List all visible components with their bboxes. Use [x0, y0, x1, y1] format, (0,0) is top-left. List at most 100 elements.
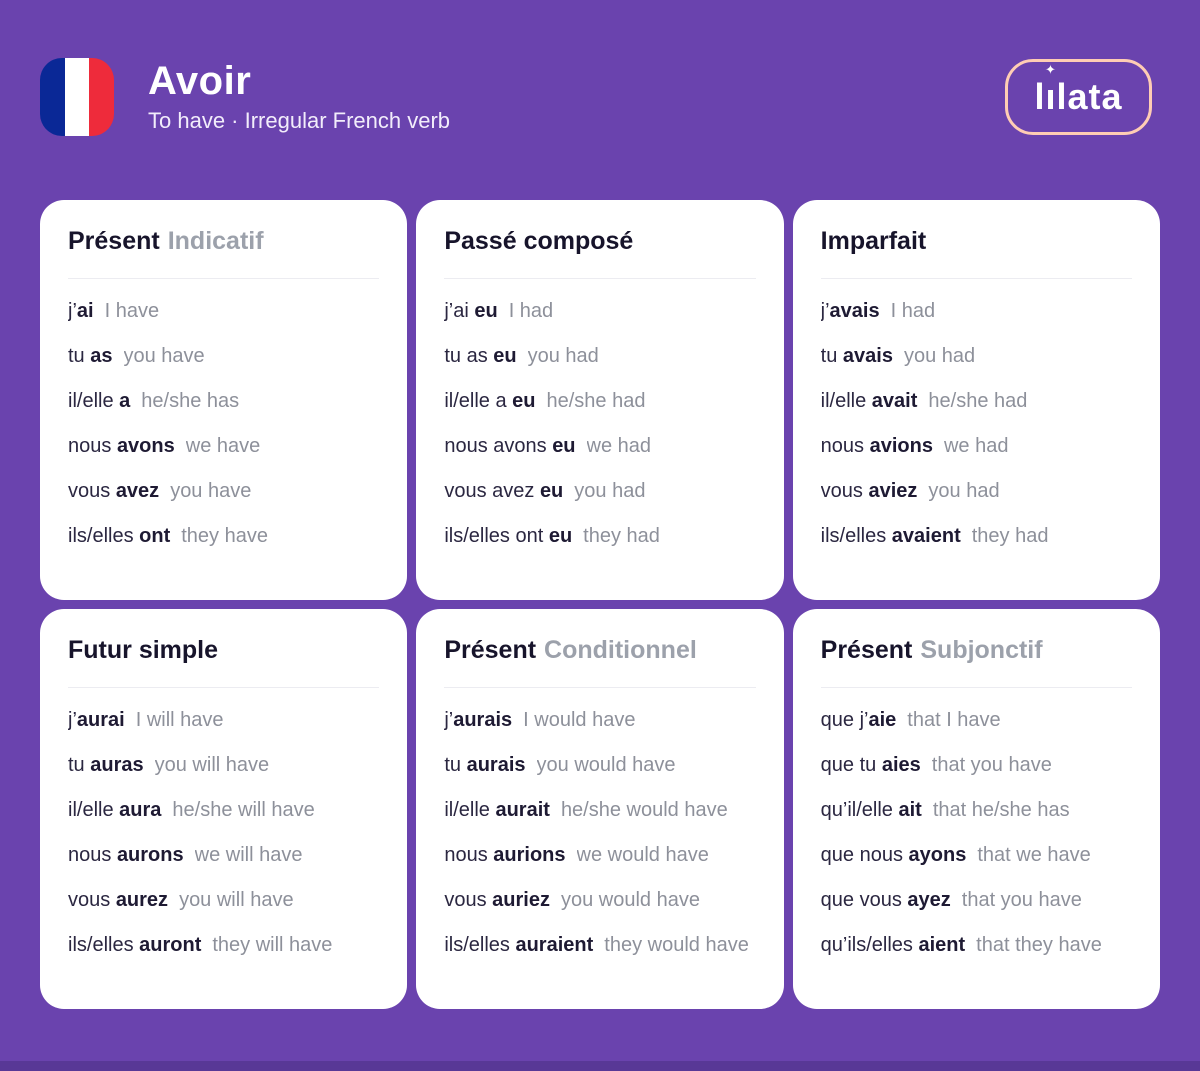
english-translation: I had	[890, 301, 936, 322]
verb-form: avaient	[891, 526, 961, 547]
french-form: ils/elles auraient	[444, 935, 593, 956]
card-divider	[68, 687, 380, 688]
sparkle-icon: ✦	[1045, 63, 1057, 78]
pronoun: j’	[444, 710, 454, 731]
conjugation-row: nous aurons we will have	[68, 845, 379, 866]
verb-form: as	[90, 346, 113, 367]
conjugation-row: nous avons we have	[68, 436, 379, 457]
english-translation: that I have	[907, 710, 1001, 731]
english-translation: you will have	[154, 755, 270, 776]
english-translation: we had	[943, 436, 1009, 457]
english-translation: you had	[903, 346, 976, 367]
verb-form: aurions	[493, 845, 566, 866]
verb-form: aies	[881, 755, 921, 776]
pronoun: tu	[820, 346, 843, 367]
tense-name: Présent	[820, 636, 913, 664]
pronoun: nous	[68, 845, 117, 866]
verb-form: aurais	[466, 755, 526, 776]
english-translation: that they have	[976, 935, 1102, 956]
conjugation-rows: j’aurai I will have tu auras you will have i…	[68, 710, 379, 956]
conjugation-card: Passé composé j’ai eu I had tu as eu you had…	[416, 200, 784, 600]
conjugation-row: nous aurions we would have	[444, 845, 755, 866]
french-form: il/elle a	[68, 391, 130, 412]
conjugation-row: ils/elles avaient they had	[821, 526, 1132, 547]
card-title: Présent Subjonctif	[821, 635, 1132, 666]
conjugation-row: que vous ayez that you have	[821, 890, 1132, 911]
english-translation: they have	[181, 526, 268, 547]
pronoun: ils/elles	[444, 935, 516, 956]
verb-title: Avoir	[148, 59, 252, 103]
pronoun: il/elle	[820, 391, 872, 412]
conjugation-row: qu’il/elle ait that he/she has	[821, 800, 1132, 821]
english-translation: I had	[508, 301, 554, 322]
french-form: tu as	[68, 346, 113, 367]
card-title: Présent Conditionnel	[444, 635, 755, 666]
english-translation: you had	[527, 346, 599, 367]
english-translation: that you have	[961, 890, 1082, 911]
verb-form: avait	[871, 391, 918, 412]
verb-form: avons	[116, 436, 175, 457]
french-form: qu’ils/elles aient	[821, 935, 966, 956]
conjugation-row: j’ai eu I had	[444, 301, 755, 322]
verb-form: aient	[918, 935, 966, 956]
french-form: j’ai eu	[444, 301, 497, 322]
pronoun: j’	[68, 301, 77, 322]
verb-form: eu	[493, 346, 517, 367]
pronoun: qu’il/elle	[820, 800, 899, 821]
conjugation-row: vous auriez you would have	[444, 890, 755, 911]
english-translation: I would have	[523, 710, 636, 731]
french-form: vous auriez	[444, 890, 550, 911]
conjugation-row: j’avais I had	[821, 301, 1132, 322]
english-translation: we have	[185, 436, 261, 457]
verb-form: auraient	[515, 935, 594, 956]
french-form: il/elle a eu	[444, 391, 535, 412]
french-form: il/elle aurait	[444, 800, 550, 821]
verb-form: aurons	[116, 845, 184, 866]
english-translation: you had	[574, 481, 646, 502]
french-form: que tu aies	[821, 755, 921, 776]
english-translation: they had	[971, 526, 1049, 547]
english-translation: they will have	[212, 935, 333, 956]
pronoun: vous	[444, 890, 493, 911]
pronoun: nous avons	[444, 436, 553, 457]
pronoun: ils/elles	[68, 935, 140, 956]
french-form: tu auras	[68, 755, 144, 776]
conjugation-row: nous avons eu we had	[444, 436, 755, 457]
english-translation: you would have	[560, 890, 700, 911]
verb-form: aurai	[76, 710, 125, 731]
pronoun: vous	[820, 481, 869, 502]
conjugation-row: ils/elles ont eu they had	[444, 526, 755, 547]
pronoun: j’	[68, 710, 77, 731]
france-flag-icon	[40, 58, 114, 136]
conjugation-row: j’ai I have	[68, 301, 379, 322]
mood-name: Conditionnel	[544, 636, 697, 664]
verb-form: ayez	[907, 890, 951, 911]
pronoun: nous	[68, 436, 117, 457]
pronoun: que nous	[820, 845, 909, 866]
brand-logo: l ✦ ı lata	[1005, 59, 1152, 135]
verb-form: eu	[512, 391, 536, 412]
conjugation-row: tu as eu you had	[444, 346, 755, 367]
conjugation-row: vous aurez you will have	[68, 890, 379, 911]
french-form: il/elle aura	[68, 800, 161, 821]
french-form: ils/elles ont	[68, 526, 170, 547]
tense-name: Imparfait	[820, 227, 927, 255]
verb-form: a	[119, 391, 131, 412]
french-form: ils/elles avaient	[821, 526, 961, 547]
conjugation-rows: j’avais I had tu avais you had il/elle avait…	[821, 301, 1132, 547]
pronoun: que tu	[820, 755, 882, 776]
french-form: j’aurais	[444, 710, 512, 731]
conjugation-row: qu’ils/elles aient that they have	[821, 935, 1132, 956]
verb-form: aura	[119, 800, 162, 821]
pronoun: vous	[68, 481, 116, 502]
verb-form: avez	[115, 481, 160, 502]
verb-form: ont	[139, 526, 171, 547]
verb-form: eu	[548, 526, 573, 547]
mood-name: Subjonctif	[920, 636, 1043, 664]
conjugation-rows: j’aurais I would have tu aurais you would h…	[444, 710, 755, 956]
pronoun: j’ai	[444, 301, 475, 322]
conjugation-rows: j’ai eu I had tu as eu you had il/elle a eu h…	[444, 301, 755, 547]
verb-form: auront	[139, 935, 202, 956]
mood-name: Indicatif	[167, 227, 264, 255]
